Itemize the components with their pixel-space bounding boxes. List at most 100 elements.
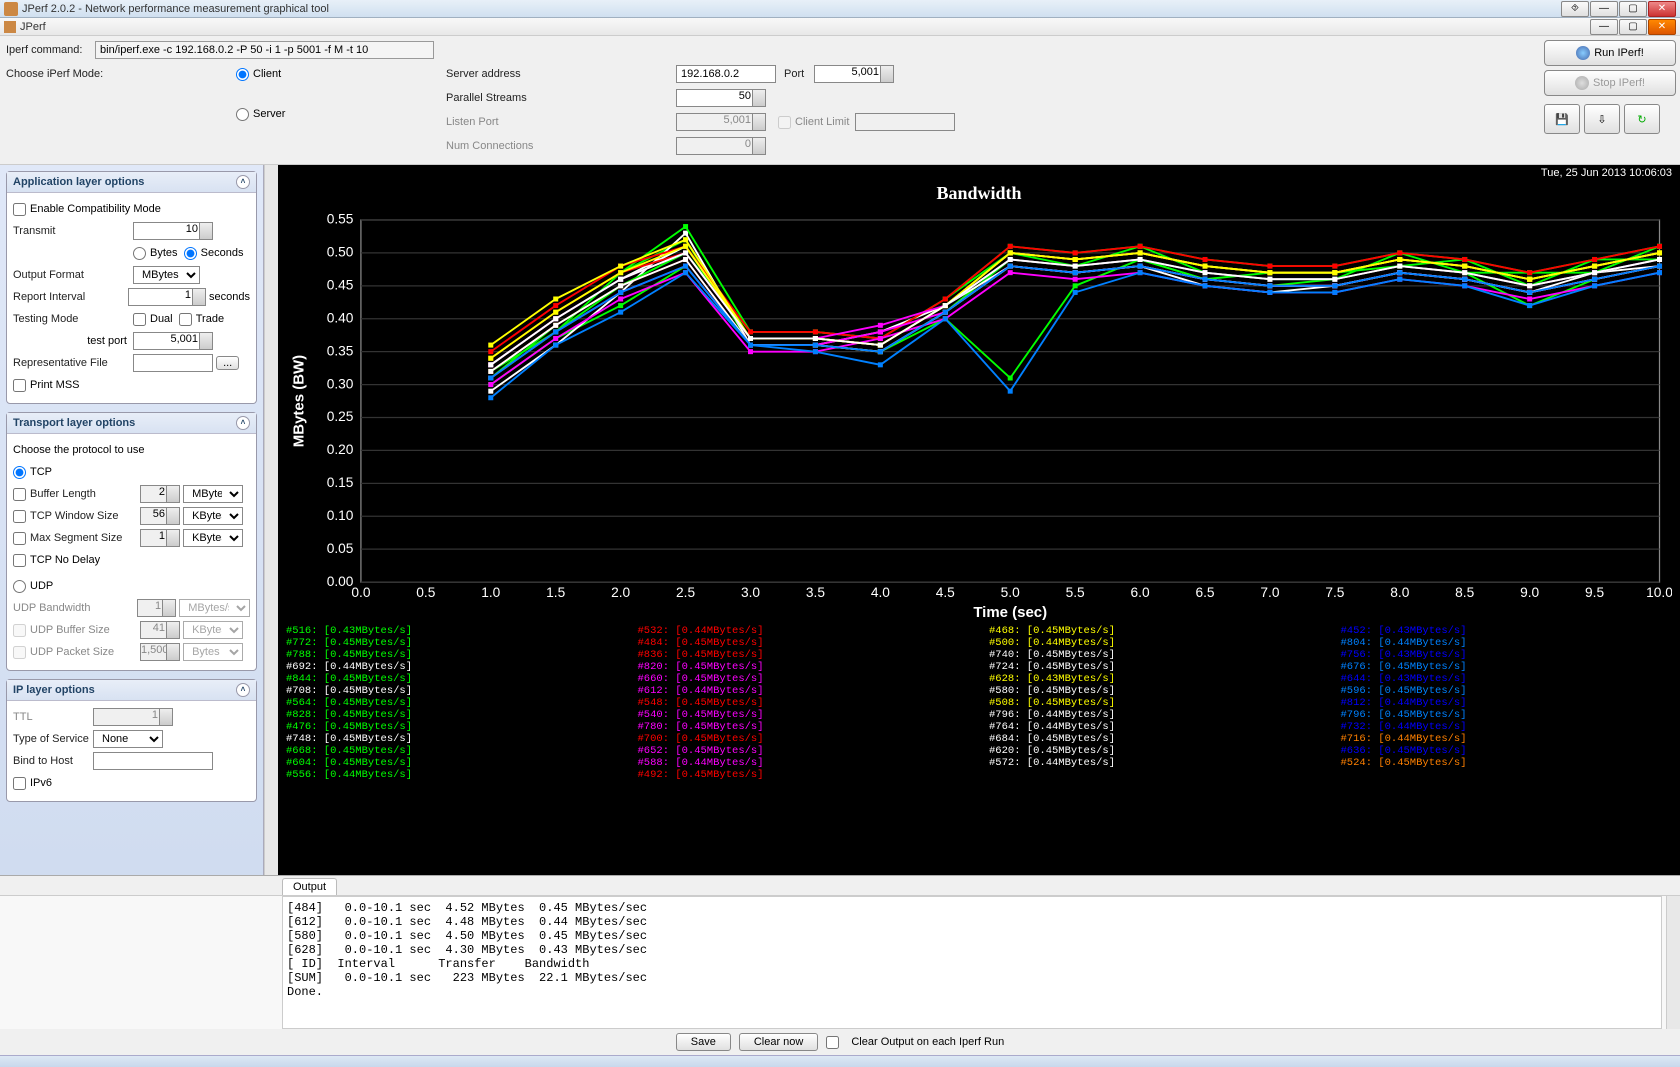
legend-item: #820: [0.45MBytes/s] <box>638 661 970 673</box>
seconds-label: Seconds <box>201 247 244 259</box>
run-iperf-button[interactable]: Run IPerf! <box>1544 40 1676 66</box>
transport-layer-panel: Transport layer options ˄ Choose the pro… <box>6 412 257 671</box>
parallel-streams-label: Parallel Streams <box>446 92 676 104</box>
svg-text:1.0: 1.0 <box>481 585 500 600</box>
ttl-label: TTL <box>13 711 93 723</box>
server-radio[interactable] <box>236 108 249 121</box>
udp-buffer-checkbox <box>13 624 26 637</box>
compat-label: Enable Compatibility Mode <box>30 203 161 215</box>
legend-item: #724: [0.45MBytes/s] <box>989 661 1321 673</box>
output-tab[interactable]: Output <box>282 878 337 895</box>
app-icon <box>4 2 18 16</box>
test-port-spinner[interactable]: 5,001 <box>133 332 213 350</box>
bytes-radio[interactable] <box>133 247 146 260</box>
buffer-length-unit[interactable]: MBytes <box>183 485 243 503</box>
legend-item: #788: [0.45MBytes/s] <box>286 649 618 661</box>
sidebar-scrollbar[interactable] <box>264 165 278 875</box>
save-tool-button[interactable]: 💾 <box>1544 104 1580 134</box>
svg-text:0.5: 0.5 <box>416 585 435 600</box>
client-radio[interactable] <box>236 68 249 81</box>
collapse-icon[interactable]: ˄ <box>236 416 250 430</box>
tcp-window-spinner[interactable]: 56 <box>140 507 180 525</box>
tcp-window-unit[interactable]: KBytes <box>183 507 243 525</box>
dual-checkbox[interactable] <box>133 313 146 326</box>
inner-maximize-button[interactable]: ▢ <box>1619 19 1647 35</box>
legend-item: #476: [0.45MBytes/s] <box>286 721 618 733</box>
export-tool-button[interactable]: ⇩ <box>1584 104 1620 134</box>
transport-layer-header[interactable]: Transport layer options ˄ <box>7 413 256 434</box>
output-format-select[interactable]: MBytes <box>133 266 200 284</box>
mss-checkbox[interactable] <box>13 532 26 545</box>
output-scrollbar[interactable] <box>1666 896 1680 1029</box>
close-button[interactable]: ✕ <box>1648 1 1676 17</box>
transmit-spinner[interactable]: 10 <box>133 222 213 240</box>
legend-item: #652: [0.45MBytes/s] <box>638 745 970 757</box>
legend-item: #756: [0.43MBytes/s] <box>1341 649 1673 661</box>
help-button[interactable]: ⯑ <box>1561 1 1589 17</box>
ip-layer-panel: IP layer options ˄ TTL1 Type of ServiceN… <box>6 679 257 802</box>
output-text[interactable]: [484] 0.0-10.1 sec 4.52 MBytes 0.45 MByt… <box>282 896 1662 1029</box>
parallel-streams-spinner[interactable]: 50 <box>676 89 766 107</box>
tcp-nodelay-checkbox[interactable] <box>13 554 26 567</box>
inner-close-button[interactable]: ✕ <box>1648 19 1676 35</box>
svg-text:7.5: 7.5 <box>1325 585 1344 600</box>
legend-item: #508: [0.45MBytes/s] <box>989 697 1321 709</box>
app-layer-header[interactable]: Application layer options ˄ <box>7 172 256 193</box>
ipv6-checkbox[interactable] <box>13 777 26 790</box>
chart-title: Bandwidth <box>936 183 1021 203</box>
legend-item: #716: [0.44MBytes/s] <box>1341 733 1673 745</box>
svg-text:Time (sec): Time (sec) <box>973 604 1047 621</box>
trade-checkbox[interactable] <box>179 313 192 326</box>
tos-select[interactable]: None <box>93 730 163 748</box>
taskbar[interactable] <box>0 1055 1680 1067</box>
client-label: Client <box>253 68 281 80</box>
port-spinner[interactable]: 5,001 <box>814 65 894 83</box>
legend-item: #708: [0.45MBytes/s] <box>286 685 618 697</box>
svg-text:0.50: 0.50 <box>327 245 354 260</box>
server-address-input[interactable] <box>676 65 776 83</box>
minimize-button[interactable]: — <box>1590 1 1618 17</box>
legend-item: #796: [0.45MBytes/s] <box>1341 709 1673 721</box>
mss-spinner[interactable]: 1 <box>140 529 180 547</box>
legend-item: #772: [0.45MBytes/s] <box>286 637 618 649</box>
rep-file-input[interactable] <box>133 354 213 372</box>
svg-text:0.45: 0.45 <box>327 278 354 293</box>
udp-packet-unit: Bytes <box>183 643 243 661</box>
legend-item: #572: [0.44MBytes/s] <box>989 757 1321 769</box>
report-interval-spinner[interactable]: 1 <box>128 288 206 306</box>
seconds-radio[interactable] <box>184 247 197 260</box>
refresh-tool-button[interactable]: ↻ <box>1624 104 1660 134</box>
clear-each-checkbox[interactable] <box>826 1036 839 1049</box>
tcp-radio[interactable] <box>13 466 26 479</box>
legend-item: #540: [0.45MBytes/s] <box>638 709 970 721</box>
bind-input[interactable] <box>93 752 213 770</box>
print-mss-checkbox[interactable] <box>13 379 26 392</box>
udp-radio[interactable] <box>13 580 26 593</box>
iperf-command-input[interactable] <box>95 41 434 59</box>
buffer-length-spinner[interactable]: 2 <box>140 485 180 503</box>
mss-unit[interactable]: KBytes <box>183 529 243 547</box>
legend-item: #492: [0.45MBytes/s] <box>638 769 970 781</box>
legend-item: #556: [0.44MBytes/s] <box>286 769 618 781</box>
legend-item: #836: [0.45MBytes/s] <box>638 649 970 661</box>
save-output-button[interactable]: Save <box>676 1033 731 1051</box>
num-connections-label: Num Connections <box>446 140 676 152</box>
buffer-length-checkbox[interactable] <box>13 488 26 501</box>
collapse-icon[interactable]: ˄ <box>236 175 250 189</box>
legend-item: #828: [0.45MBytes/s] <box>286 709 618 721</box>
collapse-icon[interactable]: ˄ <box>236 683 250 697</box>
udp-bw-spinner: 1 <box>137 599 177 617</box>
maximize-button[interactable]: ▢ <box>1619 1 1647 17</box>
tcp-label: TCP <box>30 466 52 478</box>
tcp-window-label: TCP Window Size <box>30 510 140 522</box>
clear-now-button[interactable]: Clear now <box>739 1033 819 1051</box>
svg-text:6.5: 6.5 <box>1195 585 1214 600</box>
browse-button[interactable]: ... <box>216 356 239 370</box>
compat-checkbox[interactable] <box>13 203 26 216</box>
tcp-window-checkbox[interactable] <box>13 510 26 523</box>
udp-bw-unit: MBytes/sec <box>179 599 250 617</box>
ip-layer-header[interactable]: IP layer options ˄ <box>7 680 256 701</box>
inner-minimize-button[interactable]: — <box>1590 19 1618 35</box>
legend-item: #612: [0.44MBytes/s] <box>638 685 970 697</box>
legend-item: #516: [0.43MBytes/s] <box>286 625 618 637</box>
